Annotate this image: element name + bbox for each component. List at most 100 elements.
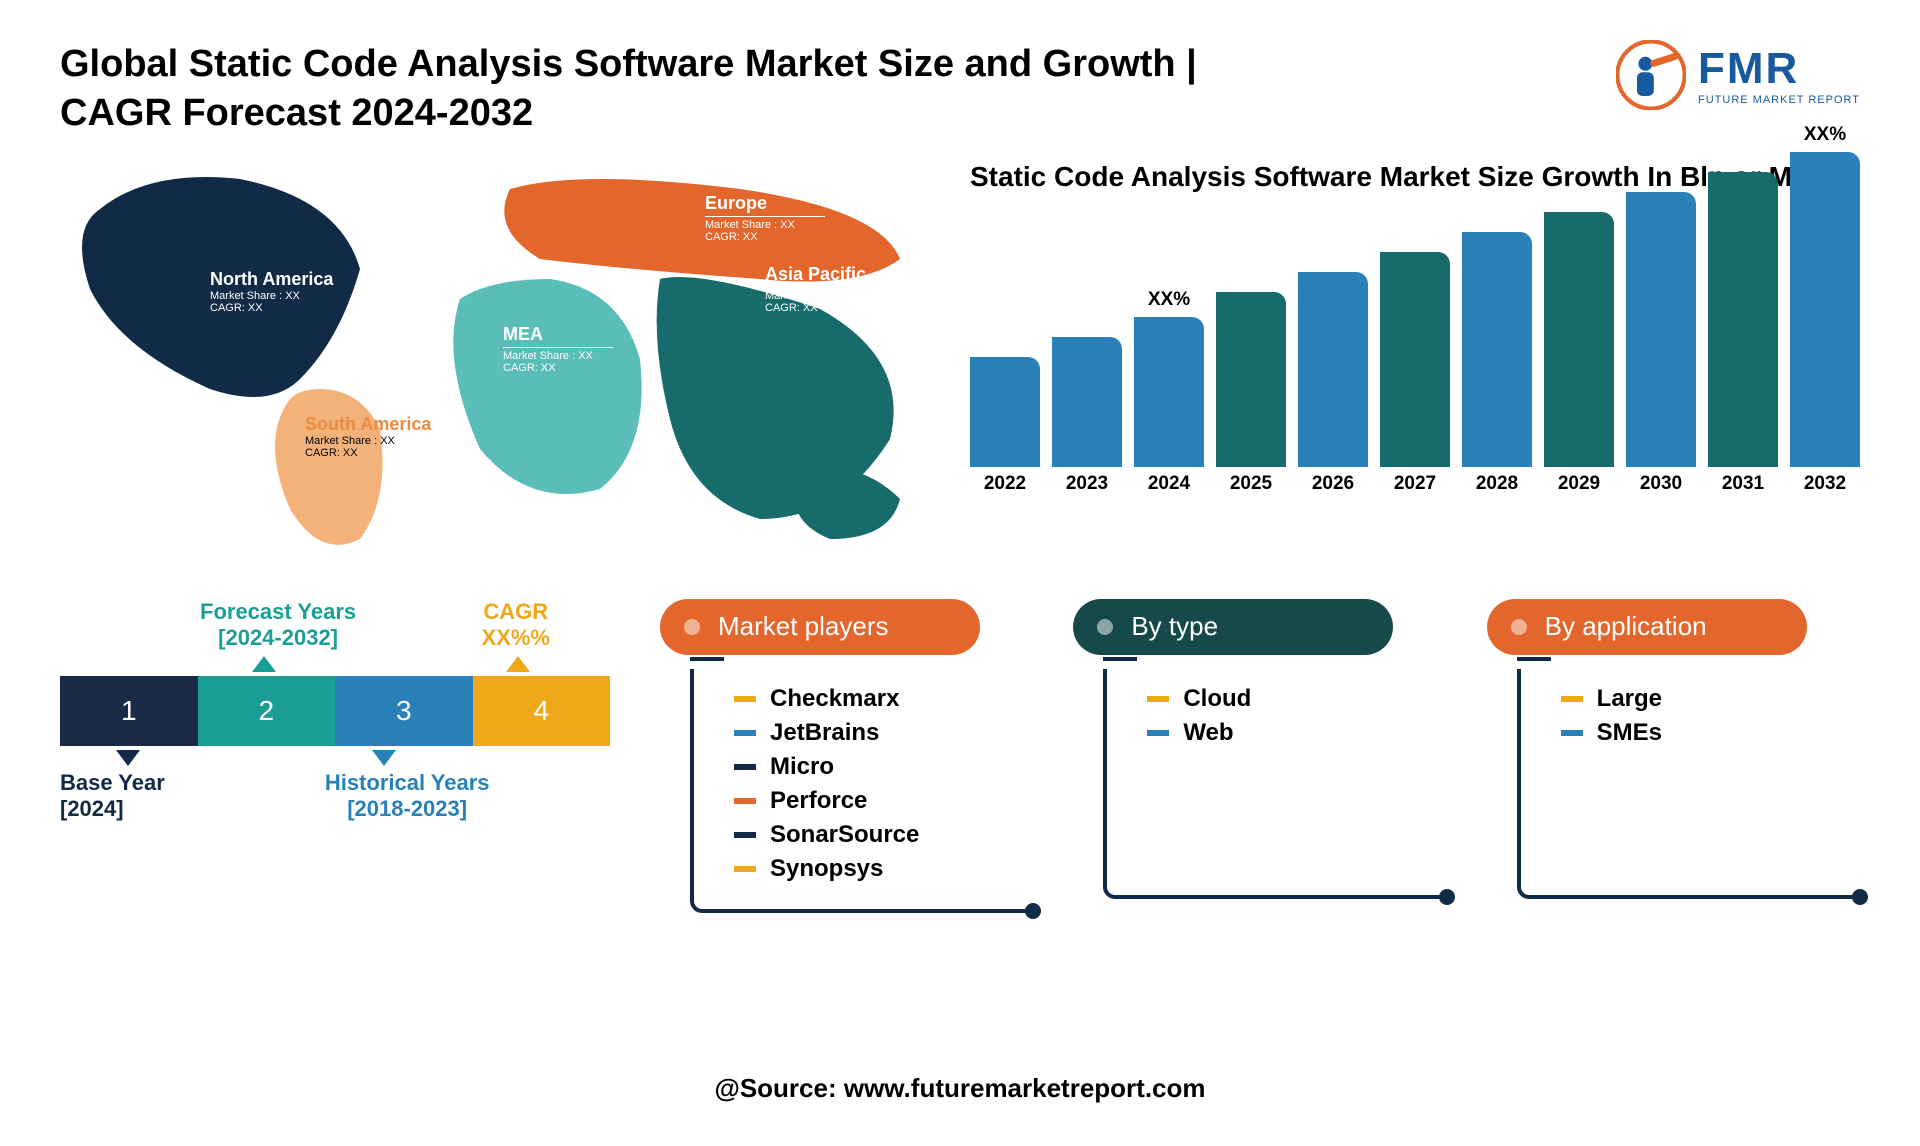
list-item-label: SonarSource	[770, 821, 919, 849]
list-item: SonarSource	[734, 821, 1033, 849]
logo: FMR FUTURE MARKET REPORT	[1616, 40, 1860, 110]
bar	[1052, 337, 1122, 467]
bar-column: 2030	[1626, 192, 1696, 495]
category-list: Large SMEs	[1517, 669, 1860, 899]
timeline-bar: 1234	[60, 676, 610, 746]
category-title: By type	[1131, 611, 1218, 642]
category-title: Market players	[718, 611, 889, 642]
tick-icon	[1561, 696, 1583, 702]
timeline-bottom-labels: Base Year [2024] Historical Years [2018-…	[60, 770, 610, 823]
timeline-top-labels: Forecast Years [2024-2032] CAGR XX%%	[60, 599, 610, 652]
bar-year-label: 2024	[1148, 473, 1190, 495]
bar-column: 2027	[1380, 252, 1450, 495]
bar-column: 2023	[1052, 337, 1122, 495]
bottom-row: Forecast Years [2024-2032] CAGR XX%% 123…	[60, 599, 1860, 913]
header: Global Static Code Analysis Software Mar…	[60, 40, 1860, 139]
list-item: SMEs	[1561, 719, 1860, 747]
category-pill: Market players	[660, 599, 980, 655]
bar-year-label: 2032	[1804, 473, 1846, 495]
category-section: Market players Checkmarx JetBrains Micro Per…	[660, 599, 1033, 913]
category-pill: By type	[1073, 599, 1393, 655]
bar-year-label: 2028	[1476, 473, 1518, 495]
tick-icon	[734, 764, 756, 770]
list-item-label: Synopsys	[770, 855, 883, 883]
bar	[970, 357, 1040, 467]
list-item: Cloud	[1147, 685, 1446, 713]
bar-column: 2028	[1462, 232, 1532, 495]
timeline-arrows-top	[60, 656, 610, 672]
world-map: North America Market Share : XX CAGR: XX…	[60, 159, 930, 559]
bar-chart-section: Static Code Analysis Software Market Siz…	[970, 159, 1860, 559]
pill-dot-icon	[684, 619, 700, 635]
bar	[1544, 212, 1614, 467]
list-item: Micro	[734, 753, 1033, 781]
bar	[1380, 252, 1450, 467]
bar-year-label: 2029	[1558, 473, 1600, 495]
bar-column: XX%2032	[1790, 152, 1860, 495]
list-item-label: Web	[1183, 719, 1233, 747]
arrow-down-icon	[372, 750, 396, 766]
timeline-arrows-bottom	[60, 750, 610, 766]
timeline-segment: 4	[473, 676, 611, 746]
list-item-label: Micro	[770, 753, 834, 781]
bar-column: 2025	[1216, 292, 1286, 495]
label-eu: Europe Market Share : XX CAGR: XX	[705, 193, 825, 243]
timeline-segment: 1	[60, 676, 198, 746]
logo-main: FMR	[1698, 44, 1860, 94]
bar-year-label: 2022	[984, 473, 1026, 495]
bar	[1626, 192, 1696, 467]
category-section: By applicationLargeSMEs	[1487, 599, 1860, 913]
label-ap: Asia Pacific Market Share : XX CAGR: XX	[765, 264, 885, 314]
source-text: @Source: www.futuremarketreport.com	[714, 1073, 1205, 1104]
bar-year-label: 2023	[1066, 473, 1108, 495]
arrow-down-icon	[116, 750, 140, 766]
timeline-segment: 3	[335, 676, 473, 746]
bar-column: 2029	[1544, 212, 1614, 495]
base-year-label: Base Year [2024]	[60, 770, 165, 823]
tick-icon	[734, 832, 756, 838]
bar-column: 2031	[1708, 172, 1778, 495]
list-item: Large	[1561, 685, 1860, 713]
bar-annotation: XX%	[1148, 289, 1190, 315]
tick-icon	[1561, 730, 1583, 736]
category-list: Cloud Web	[1103, 669, 1446, 899]
tick-icon	[1147, 696, 1169, 702]
bar-year-label: 2027	[1394, 473, 1436, 495]
bar	[1298, 272, 1368, 467]
cagr-label: CAGR XX%%	[482, 599, 550, 652]
tick-icon	[734, 866, 756, 872]
bar-year-label: 2026	[1312, 473, 1354, 495]
list-item: Perforce	[734, 787, 1033, 815]
timeline-segment: 2	[198, 676, 336, 746]
list-item: Checkmarx	[734, 685, 1033, 713]
bar-column: 2022	[970, 357, 1040, 495]
region-mea	[453, 279, 641, 494]
page-title: Global Static Code Analysis Software Mar…	[60, 40, 1260, 139]
list-item-label: Perforce	[770, 787, 867, 815]
category-section: By type Cloud Web	[1073, 599, 1446, 913]
bar-year-label: 2025	[1230, 473, 1272, 495]
telescope-person-icon	[1616, 40, 1686, 110]
pills-container: Market players Checkmarx JetBrains Micro Per…	[660, 599, 1860, 913]
bar-year-label: 2030	[1640, 473, 1682, 495]
label-sa: South America Market Share : XX CAGR: XX	[305, 414, 431, 459]
bar	[1708, 172, 1778, 467]
pill-dot-icon	[1097, 619, 1113, 635]
tick-icon	[734, 730, 756, 736]
list-item: Web	[1147, 719, 1446, 747]
logo-text: FMR FUTURE MARKET REPORT	[1698, 44, 1860, 106]
historical-label: Historical Years [2018-2023]	[325, 770, 490, 823]
forecast-label: Forecast Years [2024-2032]	[200, 599, 356, 652]
label-na: North America Market Share : XX CAGR: XX	[210, 269, 333, 314]
list-item-label: SMEs	[1597, 719, 1662, 747]
category-list: Checkmarx JetBrains Micro Perforce SonarSour…	[690, 669, 1033, 913]
top-row: North America Market Share : XX CAGR: XX…	[60, 159, 1860, 559]
region-sa	[275, 389, 383, 545]
tick-icon	[1147, 730, 1169, 736]
list-item-label: JetBrains	[770, 719, 879, 747]
list-item-label: Cloud	[1183, 685, 1251, 713]
label-mea: MEA Market Share : XX CAGR: XX	[503, 324, 613, 374]
bar-year-label: 2031	[1722, 473, 1764, 495]
arrow-up-icon	[506, 656, 530, 672]
bar-column: 2026	[1298, 272, 1368, 495]
